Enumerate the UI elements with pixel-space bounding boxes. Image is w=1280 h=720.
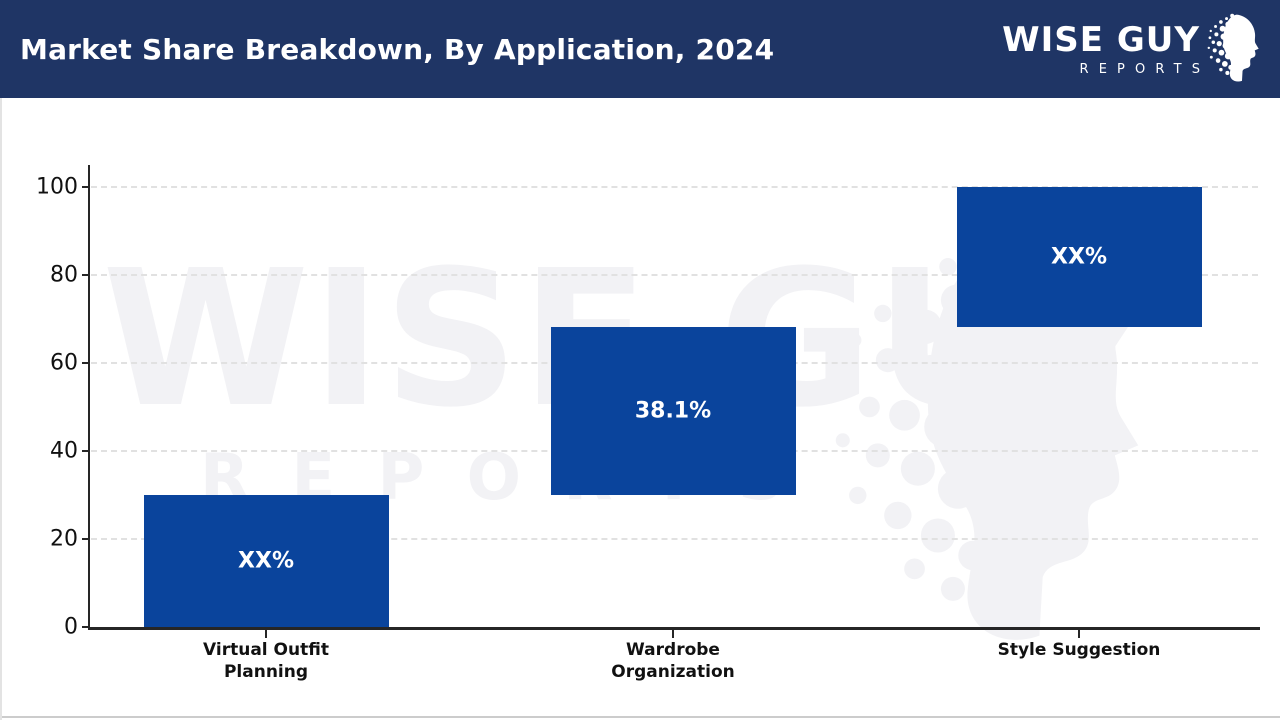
gridline-y20 bbox=[91, 538, 1258, 540]
y-tick-60 bbox=[82, 362, 90, 364]
x-category-label-2: Wardrobe Organization bbox=[611, 640, 735, 682]
wiseguy-logo-text: WISE GUY REPORTS bbox=[1002, 23, 1200, 76]
y-tick-label-0: 0 bbox=[64, 614, 78, 640]
x-tick-3 bbox=[1078, 630, 1080, 638]
gridline-y80 bbox=[91, 274, 1258, 276]
logo-brand-name: WISE GUY bbox=[1002, 19, 1200, 60]
bar-value-label-3: XX% bbox=[1051, 244, 1107, 270]
header-bar: Market Share Breakdown, By Application, … bbox=[0, 0, 1280, 98]
y-tick-0 bbox=[82, 626, 90, 628]
y-axis-spine bbox=[88, 165, 90, 629]
y-tick-label-40: 40 bbox=[50, 438, 78, 464]
y-tick-40 bbox=[82, 450, 90, 452]
bar-segment-3 bbox=[956, 187, 1202, 328]
y-tick-100 bbox=[82, 186, 90, 188]
watermark-face-icon bbox=[835, 238, 1139, 640]
bar-value-label-1: XX% bbox=[238, 548, 294, 574]
x-axis-spine bbox=[88, 627, 1260, 630]
gridline-y100 bbox=[91, 186, 1258, 188]
y-tick-80 bbox=[82, 274, 90, 276]
y-tick-label-20: 20 bbox=[50, 526, 78, 552]
x-category-label-3: Style Suggestion bbox=[997, 640, 1161, 660]
chart-canvas: WISE GUY REPORTS 020406080100XX%Virtual … bbox=[0, 98, 1280, 720]
y-tick-label-100: 100 bbox=[36, 174, 78, 200]
logo-brand-subtitle: REPORTS bbox=[1079, 61, 1211, 77]
bar-value-label-2: 38.1% bbox=[634, 398, 712, 424]
x-tick-2 bbox=[672, 630, 674, 638]
page-title: Market Share Breakdown, By Application, … bbox=[20, 32, 775, 66]
y-tick-label-60: 60 bbox=[50, 350, 78, 376]
bottom-divider bbox=[2, 716, 1280, 718]
wiseguy-face-icon bbox=[1207, 13, 1259, 82]
wiseguy-logo: WISE GUY REPORTS bbox=[1002, 12, 1266, 86]
y-tick-20 bbox=[82, 538, 90, 540]
y-tick-label-80: 80 bbox=[50, 262, 78, 288]
x-tick-1 bbox=[265, 630, 267, 638]
bar-segment-2 bbox=[550, 327, 796, 495]
x-category-label-1: Virtual Outfit Planning bbox=[203, 640, 329, 682]
bar-segment-1 bbox=[143, 495, 389, 627]
